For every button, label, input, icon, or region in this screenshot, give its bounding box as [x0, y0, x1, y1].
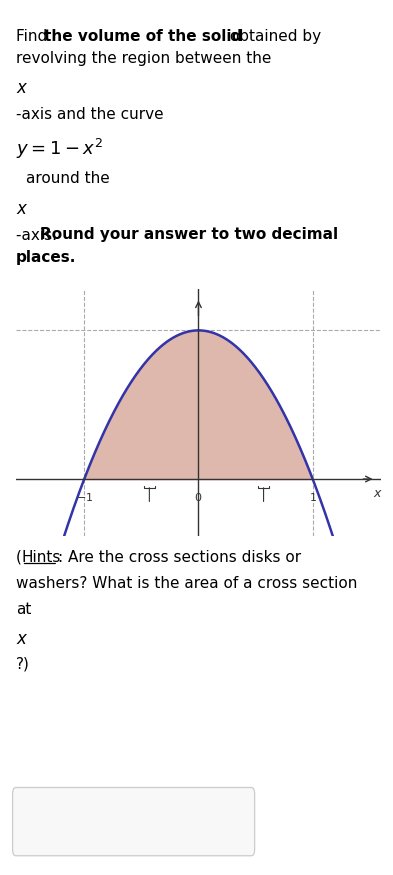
- Text: $x$: $x$: [16, 79, 28, 97]
- Text: -axis and the curve: -axis and the curve: [16, 107, 163, 122]
- Text: Round your answer to two decimal: Round your answer to two decimal: [40, 228, 339, 242]
- Text: $x$: $x$: [16, 630, 28, 648]
- Text: $1$: $1$: [309, 491, 317, 503]
- Text: ?): ?): [16, 656, 29, 671]
- Text: obtained by: obtained by: [225, 29, 321, 44]
- FancyBboxPatch shape: [13, 788, 255, 856]
- Text: $-1$: $-1$: [75, 491, 93, 503]
- Text: Hints: Hints: [22, 550, 61, 564]
- Text: $x$: $x$: [373, 487, 383, 500]
- Text: washers? What is the area of a cross section: washers? What is the area of a cross sec…: [16, 576, 357, 591]
- Text: the volume of the solid: the volume of the solid: [44, 29, 242, 44]
- Text: $x$: $x$: [16, 200, 28, 218]
- Text: revolving the region between the: revolving the region between the: [16, 51, 271, 66]
- Text: : Are the cross sections disks or: : Are the cross sections disks or: [58, 550, 301, 564]
- Text: at: at: [16, 602, 31, 617]
- Text: $0$: $0$: [194, 491, 203, 503]
- Text: -axis.: -axis.: [16, 228, 62, 242]
- Text: $y = 1 - x^2$: $y = 1 - x^2$: [16, 137, 103, 162]
- Text: around the: around the: [26, 171, 109, 186]
- Text: (: (: [16, 550, 22, 564]
- Text: Find: Find: [16, 29, 52, 44]
- Text: places.: places.: [16, 250, 76, 265]
